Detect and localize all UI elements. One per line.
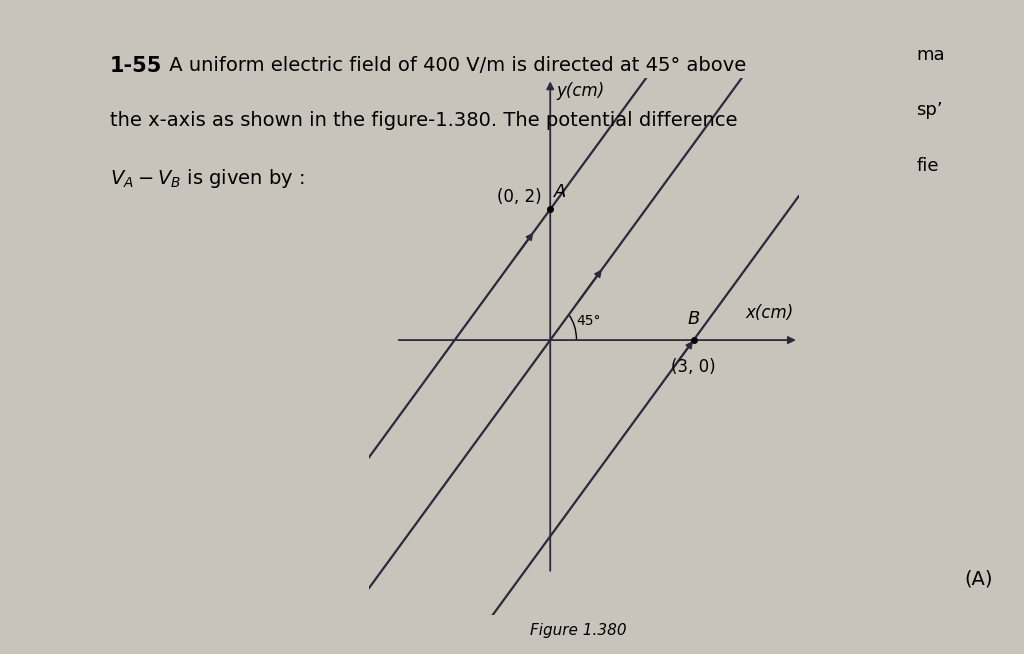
Text: A: A xyxy=(554,183,566,201)
Text: y(cm): y(cm) xyxy=(556,82,604,100)
Text: (0, 2): (0, 2) xyxy=(497,188,542,206)
Text: (A): (A) xyxy=(965,570,993,589)
Text: sp’: sp’ xyxy=(916,101,943,120)
Text: A uniform electric field of 400 V/m is directed at 45° above: A uniform electric field of 400 V/m is d… xyxy=(163,56,746,75)
Text: ma: ma xyxy=(916,46,945,64)
Text: B: B xyxy=(687,310,699,328)
Text: 45°: 45° xyxy=(577,315,601,328)
Text: (3, 0): (3, 0) xyxy=(672,358,716,377)
Text: fie: fie xyxy=(916,157,939,175)
Text: x(cm): x(cm) xyxy=(745,303,794,322)
Text: the x-axis as shown in the figure-1.380. The potential difference: the x-axis as shown in the figure-1.380.… xyxy=(110,111,737,130)
Text: Figure 1.380: Figure 1.380 xyxy=(530,623,627,638)
Text: $V_A - V_B$ is given by :: $V_A - V_B$ is given by : xyxy=(110,167,304,190)
Text: 1-55: 1-55 xyxy=(110,56,162,76)
